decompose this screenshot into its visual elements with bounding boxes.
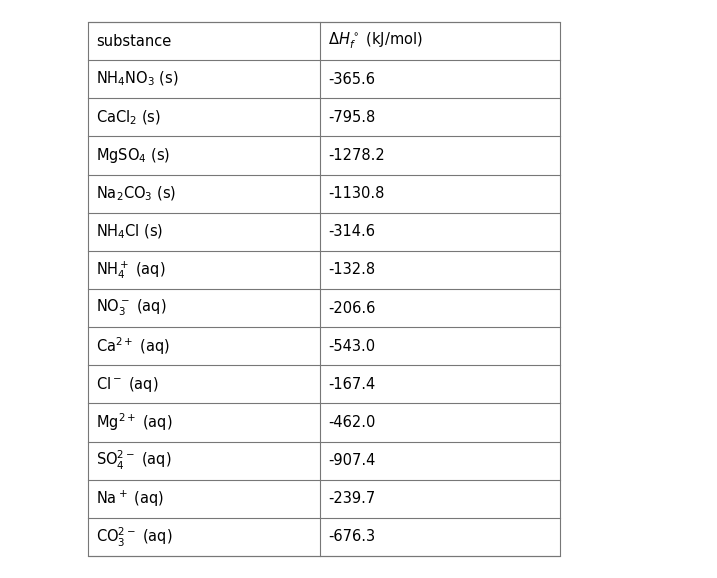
Text: Na$_2$CO$_3$ (s): Na$_2$CO$_3$ (s)	[96, 184, 176, 203]
Text: substance: substance	[96, 34, 171, 49]
Text: -462.0: -462.0	[328, 415, 376, 430]
Text: -314.6: -314.6	[328, 224, 375, 239]
Text: CO$_3^{2-}$ (aq): CO$_3^{2-}$ (aq)	[96, 525, 172, 549]
Text: MgSO$_4$ (s): MgSO$_4$ (s)	[96, 146, 170, 165]
Text: -167.4: -167.4	[328, 377, 375, 392]
Text: NH$_4^+$ (aq): NH$_4^+$ (aq)	[96, 259, 166, 281]
Text: Na$^+$ (aq): Na$^+$ (aq)	[96, 488, 164, 509]
Text: -1130.8: -1130.8	[328, 186, 384, 201]
Text: Mg$^{2+}$ (aq): Mg$^{2+}$ (aq)	[96, 412, 173, 434]
Text: -239.7: -239.7	[328, 491, 375, 506]
Bar	[88, 22, 560, 556]
Text: Ca$^{2+}$ (aq): Ca$^{2+}$ (aq)	[96, 335, 170, 357]
Text: -676.3: -676.3	[328, 529, 375, 544]
Text: Cl$^-$ (aq): Cl$^-$ (aq)	[96, 375, 158, 394]
Text: -1278.2: -1278.2	[328, 148, 385, 163]
Text: SO$_4^{2-}$ (aq): SO$_4^{2-}$ (aq)	[96, 449, 171, 472]
Text: NH$_4$NO$_3$ (s): NH$_4$NO$_3$ (s)	[96, 70, 179, 88]
Text: -132.8: -132.8	[328, 262, 375, 277]
Text: NO$_3^-$ (aq): NO$_3^-$ (aq)	[96, 298, 166, 318]
Text: -543.0: -543.0	[328, 339, 375, 354]
Text: CaCl$_2$ (s): CaCl$_2$ (s)	[96, 108, 161, 127]
Text: -365.6: -365.6	[328, 72, 375, 87]
Text: -206.6: -206.6	[328, 301, 376, 316]
Text: NH$_4$Cl (s): NH$_4$Cl (s)	[96, 223, 163, 241]
Text: -907.4: -907.4	[328, 453, 376, 468]
Text: $\Delta H^\circ_f$ (kJ/mol): $\Delta H^\circ_f$ (kJ/mol)	[328, 31, 423, 51]
Text: -795.8: -795.8	[328, 110, 375, 125]
